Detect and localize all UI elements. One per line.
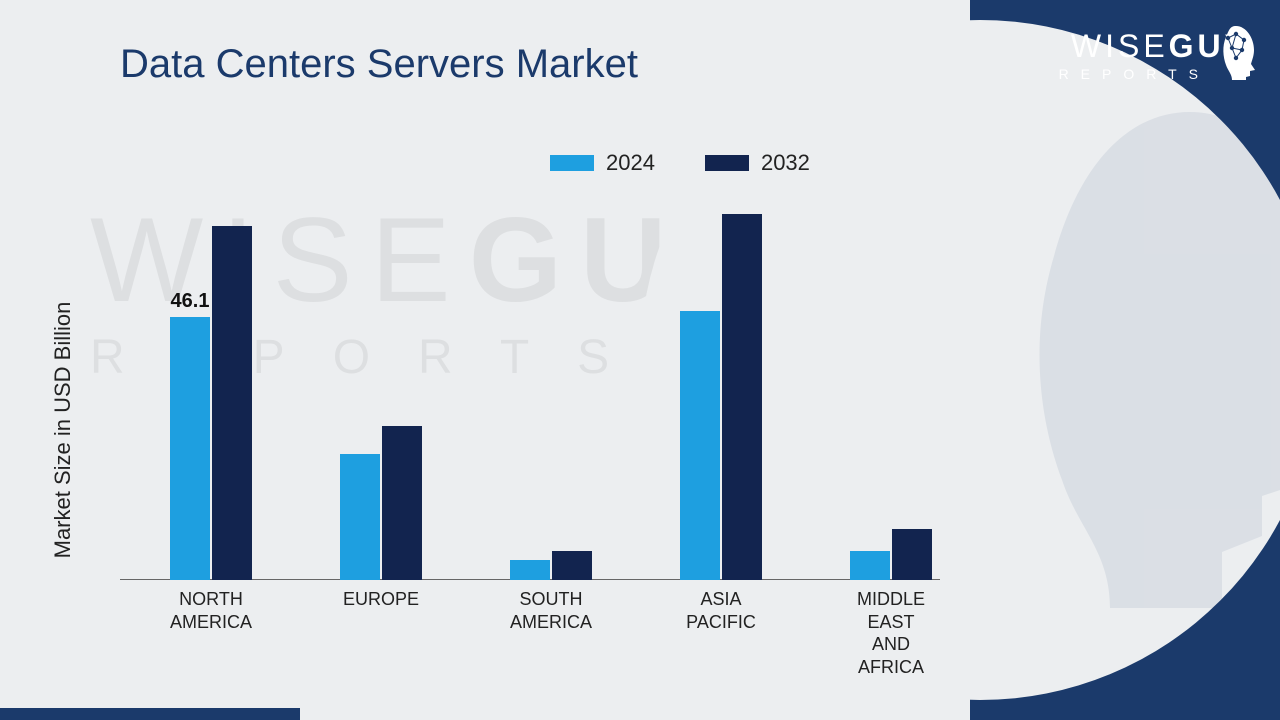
- bar: [510, 560, 550, 580]
- category-label: SOUTHAMERICA: [506, 588, 596, 633]
- bar-group: ASIAPACIFIC: [680, 214, 762, 580]
- bar-value-label: 46.1: [171, 290, 210, 313]
- head-silhouette-faint: [940, 80, 1280, 640]
- legend-swatch-2032: [705, 155, 749, 171]
- chart-title: Data Centers Servers Market: [120, 42, 638, 87]
- bar: [340, 454, 380, 580]
- bar: [850, 551, 890, 580]
- infographic-canvas: WISEGUY REPORTS Data Centers Servers Mar…: [0, 0, 1280, 720]
- chart-area: Market Size in USD Billion 2024 2032 46.…: [60, 150, 940, 690]
- bar-group: 46.1NORTHAMERICA: [170, 226, 252, 580]
- bar-group: MIDDLEEASTANDAFRICA: [850, 529, 932, 580]
- category-label: ASIAPACIFIC: [676, 588, 766, 633]
- bar: [170, 317, 210, 580]
- category-label: NORTHAMERICA: [166, 588, 256, 633]
- legend-label-2024: 2024: [606, 150, 655, 176]
- legend: 2024 2032: [550, 150, 810, 176]
- bar-group: EUROPE: [340, 426, 422, 580]
- bottom-accent-bar: [0, 708, 300, 720]
- bar-group: SOUTHAMERICA: [510, 551, 592, 580]
- legend-item: 2024: [550, 150, 655, 176]
- legend-item: 2032: [705, 150, 810, 176]
- bar: [382, 426, 422, 580]
- logo-word-wise: WISE: [1071, 28, 1169, 64]
- logo-head-icon: [1206, 24, 1256, 80]
- category-label: EUROPE: [336, 588, 426, 611]
- bar: [552, 551, 592, 580]
- legend-swatch-2024: [550, 155, 594, 171]
- legend-label-2032: 2032: [761, 150, 810, 176]
- plot-region: 46.1NORTHAMERICA EUROPE SOUTHAMERICA ASIAPA…: [120, 180, 940, 580]
- bar: [722, 214, 762, 580]
- y-axis-label: Market Size in USD Billion: [50, 302, 76, 559]
- bar: [892, 529, 932, 580]
- category-label: MIDDLEEASTANDAFRICA: [846, 588, 936, 678]
- bar: [680, 311, 720, 580]
- bar: [212, 226, 252, 580]
- brand-logo: WISEGUY REPORTS: [1059, 30, 1250, 82]
